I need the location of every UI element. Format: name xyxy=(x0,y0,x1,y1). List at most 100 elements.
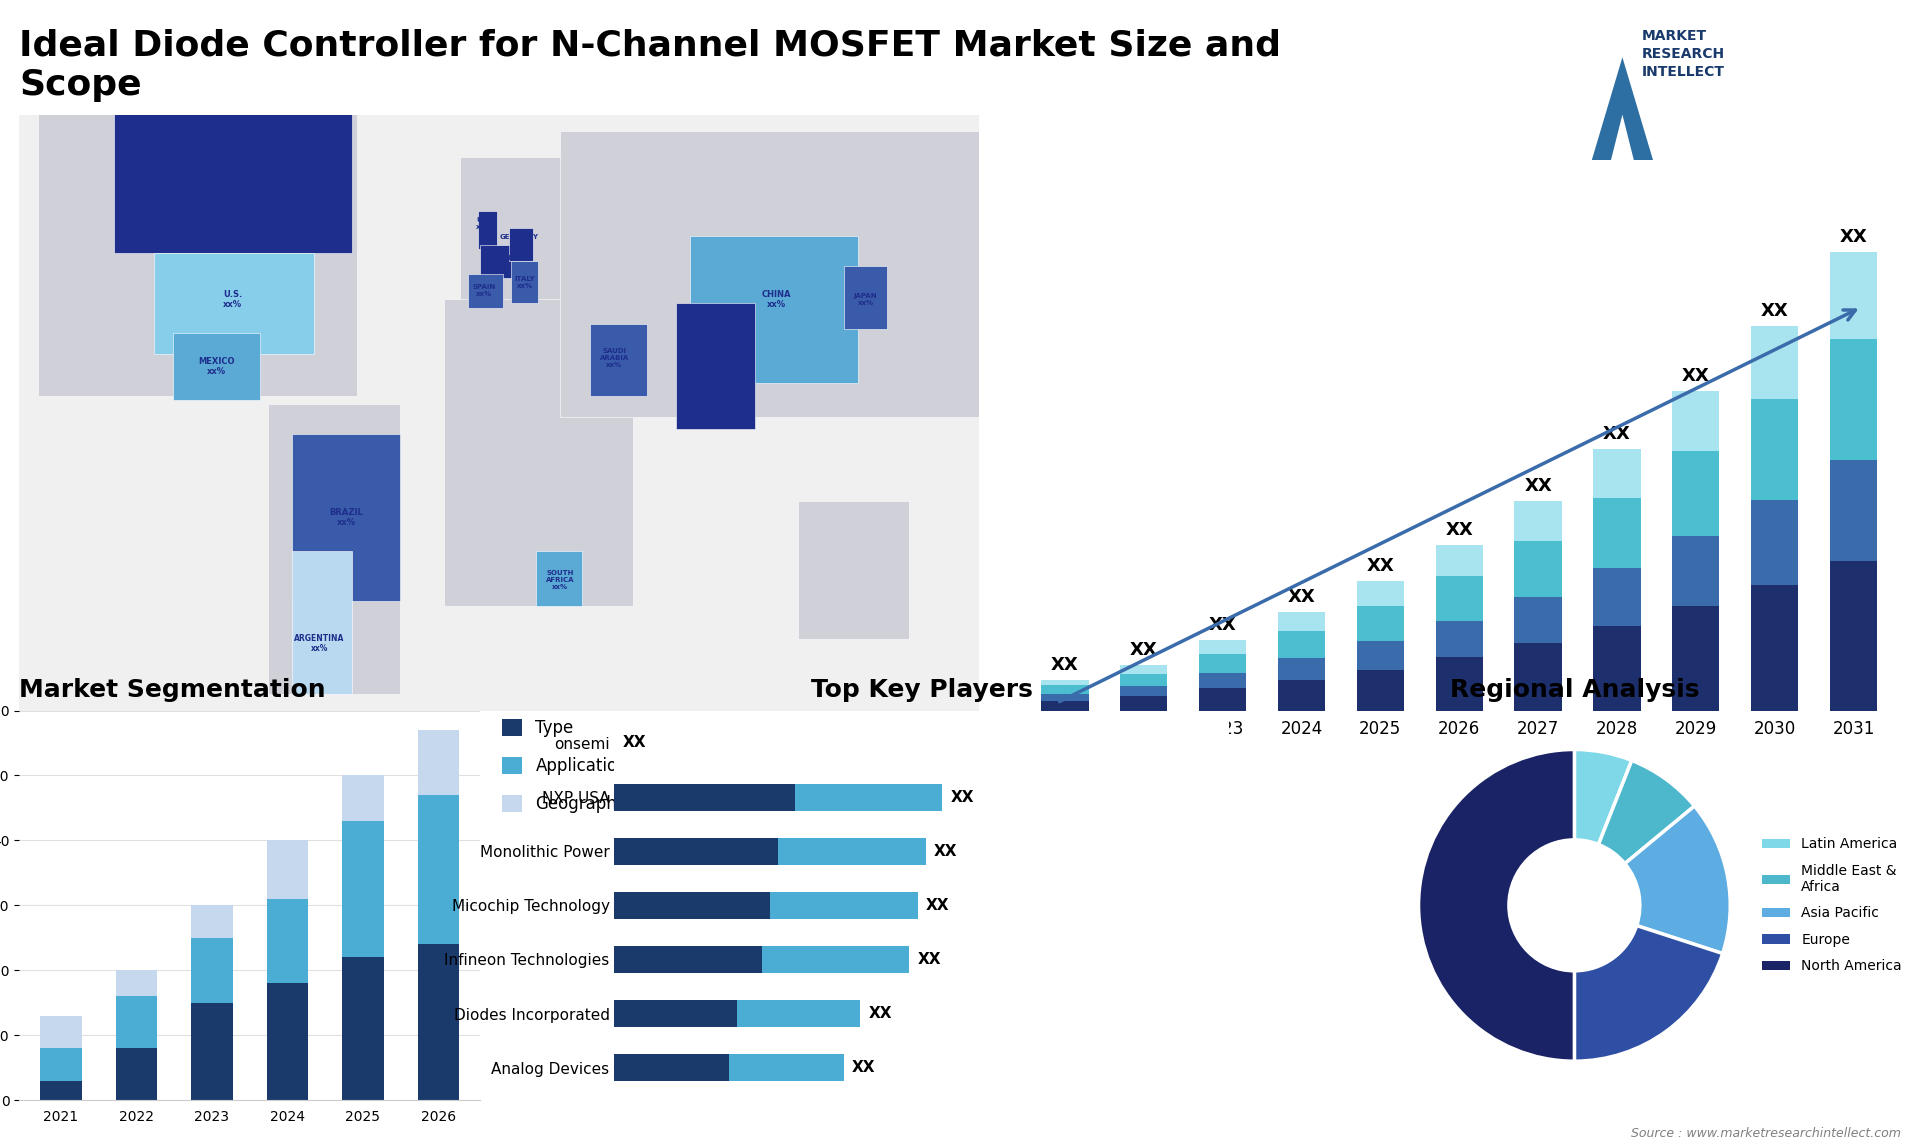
Bar xyxy=(1357,670,1404,711)
Bar xyxy=(1751,500,1799,586)
Bar xyxy=(267,983,307,1100)
Bar xyxy=(1279,612,1325,631)
Text: Source : www.marketresearchintellect.com: Source : www.marketresearchintellect.com xyxy=(1630,1128,1901,1140)
Text: XX: XX xyxy=(1288,588,1315,606)
Text: BRAZIL
xx%: BRAZIL xx% xyxy=(330,508,363,527)
Bar xyxy=(1041,685,1089,694)
Text: Ideal Diode Controller for N-Channel MOSFET Market Size and
Scope: Ideal Diode Controller for N-Channel MOS… xyxy=(19,29,1281,102)
Wedge shape xyxy=(1624,806,1730,953)
Bar xyxy=(40,1049,83,1081)
Bar xyxy=(342,776,384,821)
Bar xyxy=(417,730,459,795)
Bar xyxy=(778,838,925,865)
Bar xyxy=(1594,567,1640,626)
Text: XX: XX xyxy=(1050,656,1079,674)
Bar xyxy=(1830,252,1878,339)
Bar xyxy=(1672,606,1720,711)
Polygon shape xyxy=(799,501,908,639)
Polygon shape xyxy=(1592,57,1653,160)
Wedge shape xyxy=(1419,749,1574,1061)
Bar xyxy=(115,1049,157,1100)
Bar xyxy=(1198,689,1246,711)
Wedge shape xyxy=(1599,761,1695,864)
Title: Top Key Players: Top Key Players xyxy=(810,677,1033,701)
Text: GERMANY
xx%: GERMANY xx% xyxy=(499,234,540,248)
Text: XX: XX xyxy=(622,736,647,751)
Text: XX: XX xyxy=(1761,303,1789,321)
Text: XX: XX xyxy=(918,952,941,967)
Polygon shape xyxy=(676,304,755,430)
Polygon shape xyxy=(292,551,351,693)
Bar xyxy=(614,892,770,919)
Text: ITALY
xx%: ITALY xx% xyxy=(515,276,536,289)
Bar xyxy=(40,1081,83,1100)
Polygon shape xyxy=(509,228,534,261)
Text: XX: XX xyxy=(933,843,958,858)
Polygon shape xyxy=(38,110,357,395)
Text: SAUDI
ARABIA
xx%: SAUDI ARABIA xx% xyxy=(599,348,628,368)
Text: XX: XX xyxy=(1129,642,1158,659)
Bar xyxy=(1515,501,1561,541)
Wedge shape xyxy=(1574,749,1632,845)
Title: Regional Analysis: Regional Analysis xyxy=(1450,677,1699,701)
Text: XX: XX xyxy=(852,1060,876,1075)
Text: SOUTH
AFRICA
xx%: SOUTH AFRICA xx% xyxy=(545,571,574,590)
Bar xyxy=(762,945,910,973)
Text: XX: XX xyxy=(1367,557,1394,575)
FancyBboxPatch shape xyxy=(13,107,985,719)
Bar xyxy=(417,944,459,1100)
Bar xyxy=(1672,391,1720,450)
Bar xyxy=(342,957,384,1100)
Bar xyxy=(1119,686,1167,696)
Polygon shape xyxy=(113,110,351,253)
Bar xyxy=(614,945,762,973)
Text: ARGENTINA
xx%: ARGENTINA xx% xyxy=(294,634,344,653)
Bar xyxy=(1279,631,1325,659)
Bar xyxy=(730,1054,843,1081)
Bar xyxy=(1041,680,1089,685)
Bar xyxy=(1515,541,1561,597)
Bar xyxy=(1436,544,1482,576)
Bar xyxy=(614,1000,737,1027)
Bar xyxy=(1357,581,1404,606)
Bar xyxy=(1279,680,1325,711)
Polygon shape xyxy=(1611,115,1634,160)
Bar xyxy=(1119,674,1167,686)
Polygon shape xyxy=(589,324,647,395)
Text: MARKET
RESEARCH
INTELLECT: MARKET RESEARCH INTELLECT xyxy=(1642,29,1724,79)
Text: XX: XX xyxy=(950,790,973,804)
Bar xyxy=(1119,665,1167,674)
Bar xyxy=(192,937,232,1003)
Bar xyxy=(417,795,459,944)
Polygon shape xyxy=(689,236,858,383)
Polygon shape xyxy=(468,274,503,307)
Bar xyxy=(737,1000,860,1027)
Bar xyxy=(115,996,157,1049)
Bar xyxy=(1594,499,1640,567)
Bar xyxy=(795,784,943,810)
Text: XX: XX xyxy=(1446,520,1473,539)
Polygon shape xyxy=(461,157,607,307)
Polygon shape xyxy=(561,132,979,417)
Bar xyxy=(1515,597,1561,643)
Text: XX: XX xyxy=(868,1006,893,1021)
Bar xyxy=(1436,621,1482,658)
Text: XX: XX xyxy=(1603,425,1630,444)
Bar xyxy=(115,971,157,996)
Bar xyxy=(1594,449,1640,499)
Bar xyxy=(1830,339,1878,460)
Text: U.K.
xx%: U.K. xx% xyxy=(476,218,493,230)
Text: Market Segmentation: Market Segmentation xyxy=(19,677,326,701)
Bar xyxy=(614,784,795,810)
Polygon shape xyxy=(536,551,582,605)
Polygon shape xyxy=(511,261,538,304)
Bar xyxy=(1357,641,1404,670)
Text: U.S.
xx%: U.S. xx% xyxy=(223,290,242,309)
Bar xyxy=(1436,658,1482,711)
Text: INDIA
xx%: INDIA xx% xyxy=(703,356,726,376)
Bar xyxy=(1198,641,1246,653)
Text: XX: XX xyxy=(1210,617,1236,634)
Bar xyxy=(1515,643,1561,711)
Text: MEXICO
xx%: MEXICO xx% xyxy=(198,356,234,376)
Bar xyxy=(1594,626,1640,711)
